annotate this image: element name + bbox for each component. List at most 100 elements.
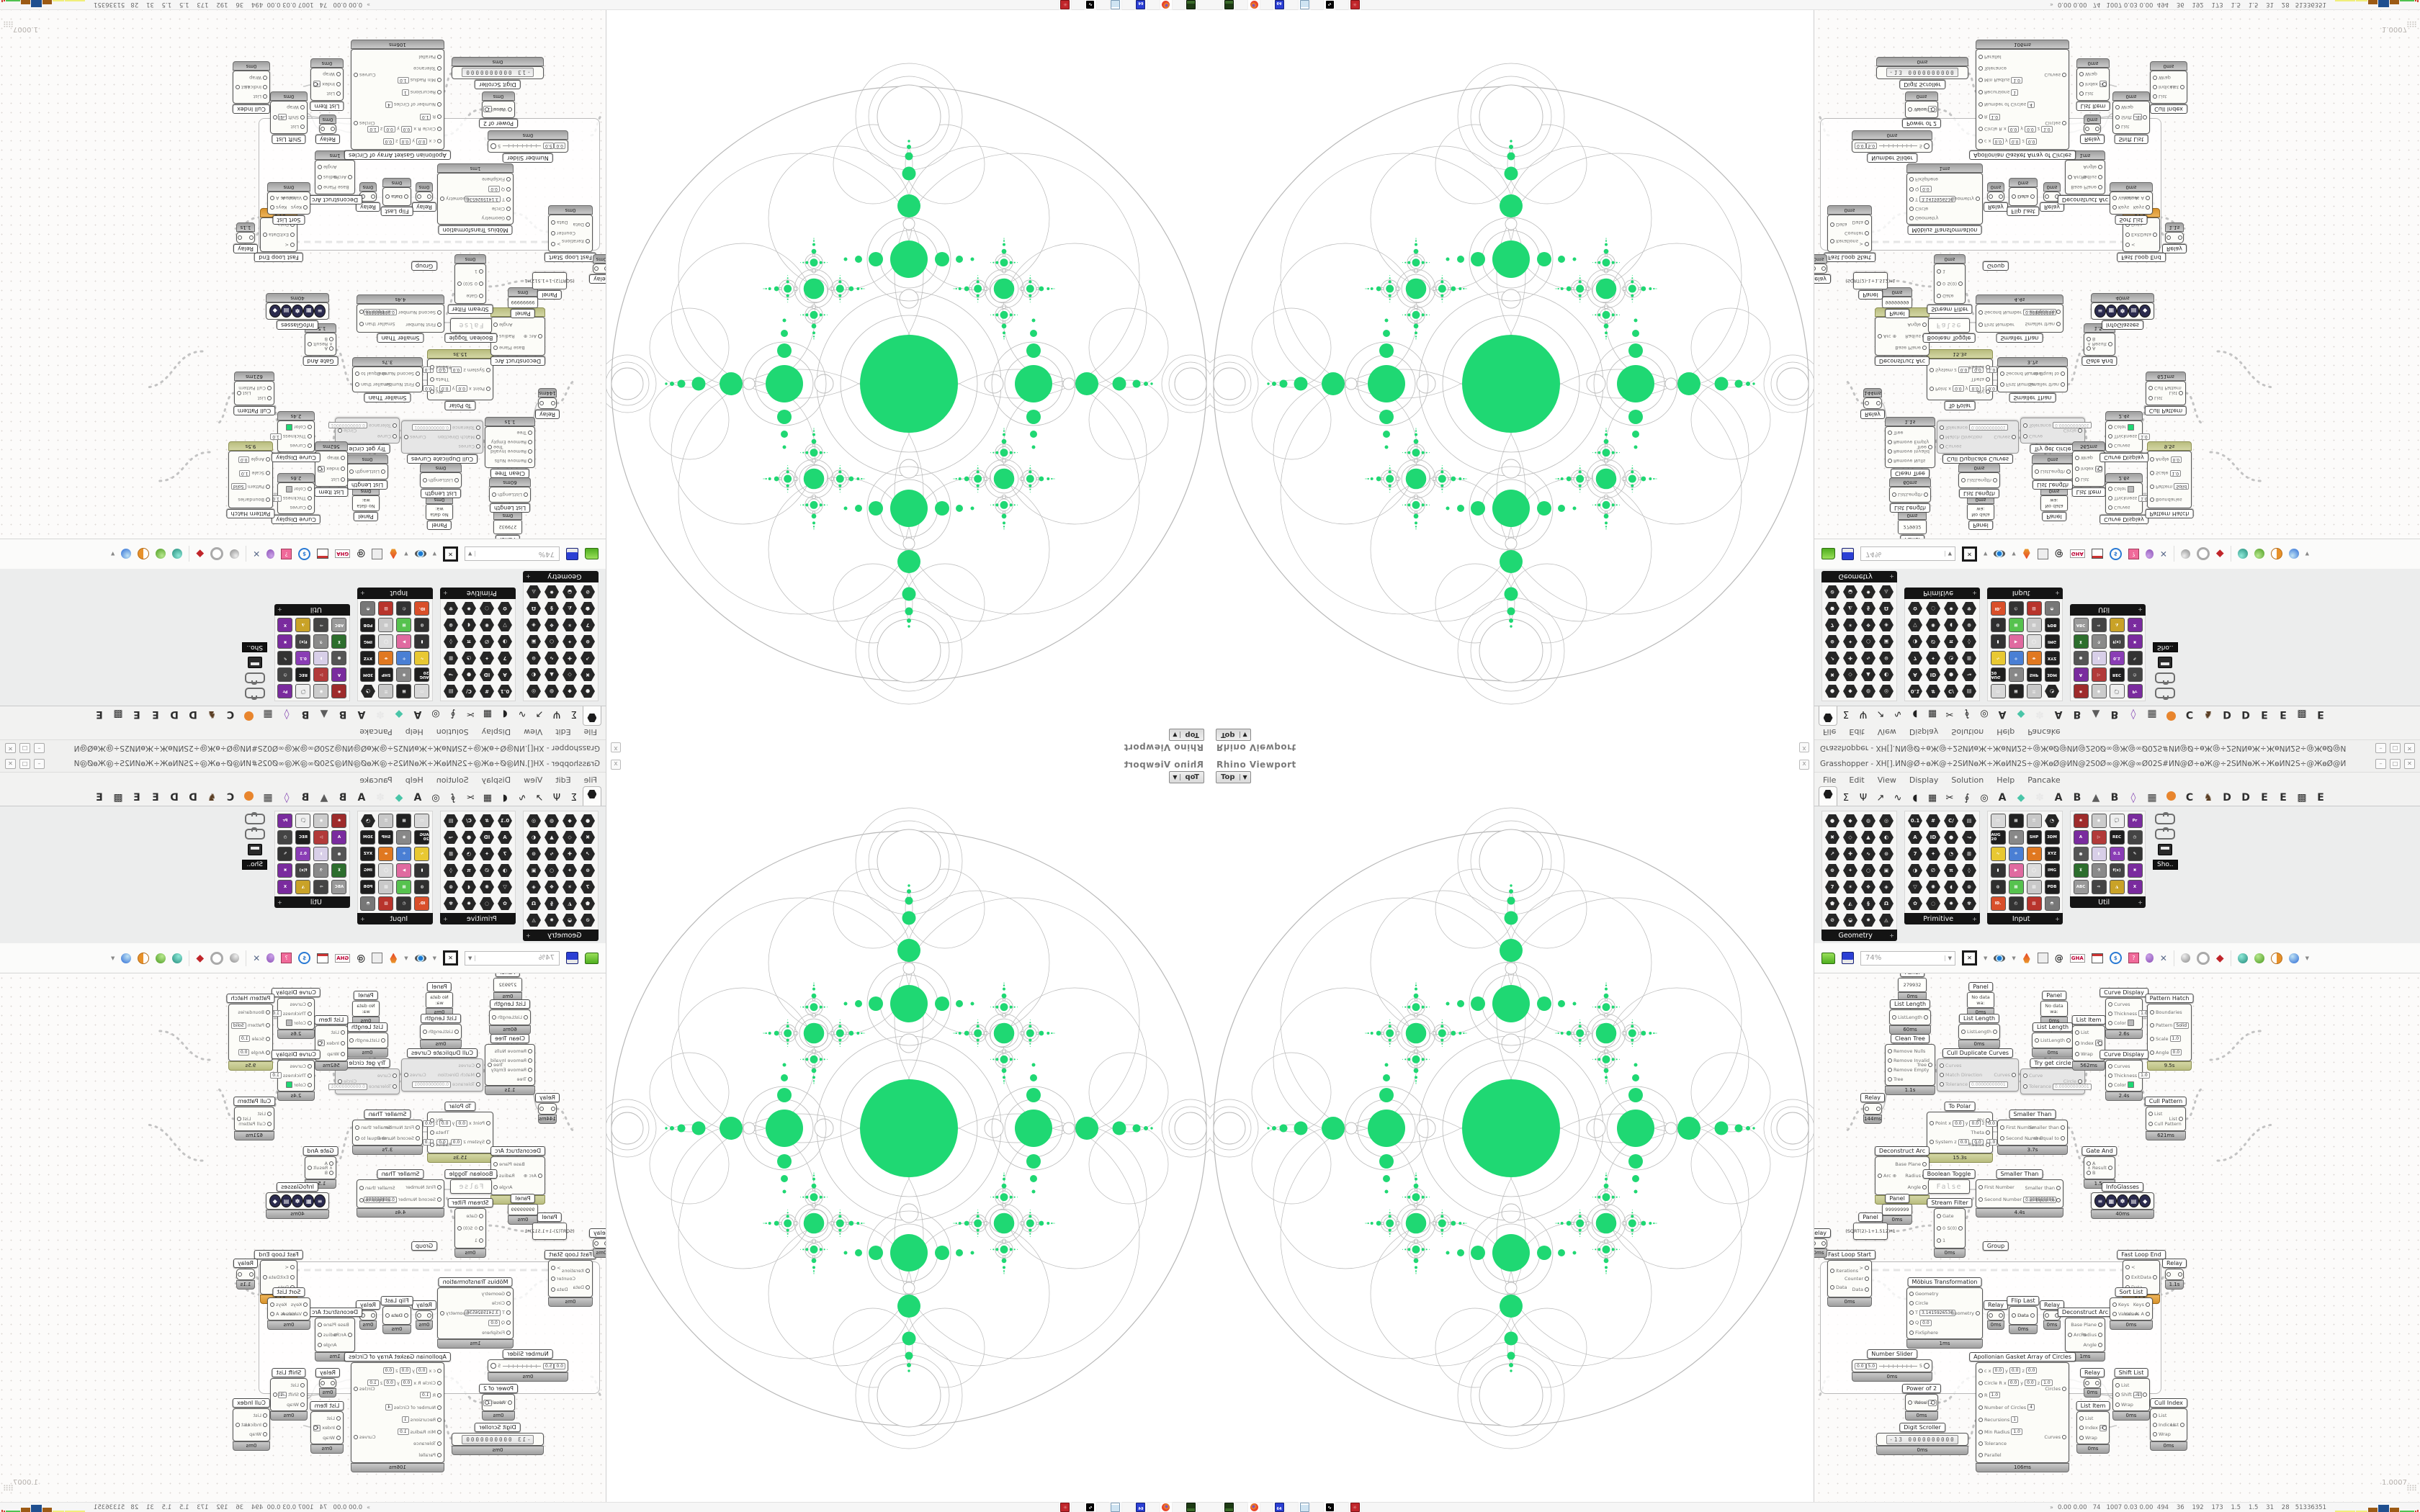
solver-flame-icon[interactable] — [2022, 953, 2030, 963]
output-param[interactable]: Smaller than — [2029, 1125, 2065, 1130]
input-param[interactable]: Exit — [2125, 1274, 2140, 1280]
gh-component-group[interactable]: Group — [1981, 1241, 2010, 1260]
palette-component-icon[interactable]: ⊕ — [579, 634, 596, 649]
output-param[interactable]: Data — [551, 1287, 568, 1292]
gh-component-panel[interactable]: Panel No data wa: 0ms — [1967, 495, 1994, 530]
palette-component-icon[interactable]: ⚗ — [2090, 863, 2107, 878]
input-grip[interactable] — [404, 1313, 408, 1318]
input-param[interactable]: Thickness 1.0 — [2108, 433, 2150, 440]
input-param[interactable]: Wrap — [327, 1051, 345, 1057]
input-param[interactable]: Curves — [290, 1002, 312, 1007]
tab-plugin-9[interactable] — [240, 791, 259, 806]
palette-component-icon[interactable]: ◷ — [2126, 829, 2143, 845]
input-grip[interactable] — [2023, 1074, 2027, 1079]
input-grip[interactable] — [506, 1320, 511, 1326]
output-grip[interactable] — [2146, 1302, 2150, 1307]
input-grip[interactable] — [437, 66, 442, 71]
value-box[interactable]: 1.0 — [2011, 77, 2022, 84]
output-param[interactable]: Phi — [1977, 1117, 1990, 1123]
input-grip[interactable] — [290, 243, 295, 247]
infoglasses-body[interactable]: ≡ ▦ ✽ ▤ ◆ — [2091, 302, 2154, 320]
palette-component-icon[interactable]: ▮ — [1989, 863, 2007, 878]
output-param[interactable]: Smaller than — [355, 1125, 391, 1130]
output-grip[interactable] — [2102, 1426, 2107, 1430]
panel-value[interactable]: No data wa: — [352, 495, 380, 511]
gh-component-cull-duplicate-curves[interactable]: Cull Duplicate Curves Curves Match Directi… — [401, 420, 483, 464]
palette-component-icon[interactable]: SHP — [377, 667, 395, 683]
input-grip[interactable] — [371, 1313, 375, 1318]
output-grip[interactable] — [308, 342, 312, 346]
palette-component-icon[interactable]: ◈ — [525, 617, 542, 633]
palette-component-icon[interactable]: ✎ — [2126, 650, 2143, 666]
input-grip[interactable] — [2150, 1036, 2154, 1041]
relay-body[interactable] — [1814, 1238, 1827, 1248]
value-box[interactable]: 1 — [401, 89, 409, 96]
input-grip[interactable] — [1909, 186, 1914, 192]
gh-component-cull-index[interactable]: Cull Index List Indices Wrap List 0ms — [2150, 61, 2187, 114]
output-param[interactable]: Theta — [430, 377, 449, 382]
gh-component-panel[interactable]: Panel No data wa: 0ms — [352, 991, 380, 1026]
dropdown-caret-icon[interactable]: ▼ — [1984, 955, 1988, 961]
palette-header-primitive[interactable]: Primitive + — [440, 913, 516, 924]
output-grip[interactable] — [1922, 1162, 1927, 1166]
output-grip[interactable] — [318, 1343, 322, 1347]
app-floppy-64[interactable]: 64 — [1273, 0, 1286, 10]
infoglasses-icon[interactable]: ≡ — [2094, 1194, 2106, 1207]
gh-component-cull-pattern[interactable]: Cull Pattern List Cull Pattern List 621ms — [233, 372, 276, 415]
solver-flame-icon[interactable] — [2022, 549, 2031, 559]
dropdown-caret-icon[interactable]: ▼ — [2012, 955, 2016, 961]
input-param[interactable]: Wrap — [2153, 75, 2171, 81]
input-param[interactable]: Geometry — [1909, 1291, 1938, 1297]
tab-plugin-12[interactable]: D — [2223, 708, 2231, 720]
input-param[interactable]: T 3.1415926536 — [1909, 196, 1955, 203]
gh-component-list-length[interactable]: List Length List Length 60ms — [489, 477, 531, 513]
tab-plugin-13[interactable]: D — [170, 792, 179, 804]
tab-plugin-4[interactable]: B — [2073, 708, 2081, 720]
gh-component-cull-duplicate-curves[interactable]: Cull Duplicate Curves Curves Match Directi… — [1937, 420, 2019, 464]
input-param[interactable]: Wrap — [287, 1402, 305, 1408]
slider-knob[interactable] — [490, 1363, 496, 1369]
input-grip[interactable] — [308, 1064, 312, 1068]
palette-component-icon[interactable]: 💬 — [295, 813, 312, 829]
input-param[interactable]: < — [2125, 242, 2135, 248]
palette-component-icon[interactable]: 7 — [1906, 846, 1924, 862]
input-param[interactable]: Geometry — [482, 1291, 511, 1297]
output-grip[interactable] — [359, 1185, 364, 1190]
palette-component-icon[interactable]: ∅ — [1924, 863, 1942, 878]
palette-component-icon[interactable]: ⌯ — [2025, 846, 2043, 862]
input-param[interactable]: List — [2035, 469, 2048, 474]
input-grip[interactable] — [266, 1036, 270, 1041]
input-grip[interactable] — [416, 382, 420, 387]
output-param[interactable]: i — [318, 466, 325, 472]
input-param[interactable]: List — [327, 91, 341, 97]
input-grip[interactable] — [2115, 1382, 2120, 1387]
palette-component-icon[interactable]: ⚗ — [313, 863, 330, 878]
input-param[interactable]: List — [514, 492, 528, 498]
relay-body[interactable] — [2084, 1378, 2101, 1388]
output-param[interactable]: Circles — [354, 1386, 375, 1392]
output-param[interactable]: Length — [1976, 477, 1997, 483]
tab-plugin-14[interactable]: E — [152, 792, 159, 804]
gumball-icon[interactable] — [2037, 549, 2048, 559]
red-gem-icon[interactable]: ◆ — [196, 952, 205, 964]
palette-component-icon[interactable]: ✦ — [1924, 846, 1942, 862]
app-calculator[interactable] — [1109, 0, 1122, 10]
gh-component-list-length[interactable]: List Length List Length 0ms — [420, 463, 462, 498]
palette-component-icon[interactable]: ❀ — [2072, 813, 2089, 829]
input-grip[interactable] — [551, 401, 555, 405]
palette-component-icon[interactable]: ◭ — [561, 896, 578, 912]
gh-component-panel[interactable]: Panel No data wa: 0ms — [1967, 982, 1994, 1017]
palette-component-icon[interactable]: ❖ — [543, 617, 560, 633]
input-grip[interactable] — [1909, 1292, 1914, 1297]
output-grip[interactable] — [2066, 469, 2071, 474]
input-param[interactable]: List — [2153, 1413, 2166, 1418]
input-param[interactable]: Thickness 1.0 — [270, 1072, 312, 1079]
gh-component-to-polar[interactable]: To Polar Point x 0.0 y 0.0 z 0.0 System z 0.0 … — [1927, 349, 1998, 410]
value-box[interactable]: 1.0 — [2011, 1428, 2022, 1435]
relay-body[interactable] — [2165, 1269, 2184, 1280]
palette-component-icon[interactable]: ◒ — [1842, 912, 1859, 928]
palette-component-icon[interactable]: ✖ — [1824, 667, 1841, 683]
input-grip[interactable] — [528, 1076, 532, 1081]
gh-component-pattern-hatch[interactable]: Pattern Hatch Boundaries Pattern Solid Scal… — [226, 441, 275, 518]
